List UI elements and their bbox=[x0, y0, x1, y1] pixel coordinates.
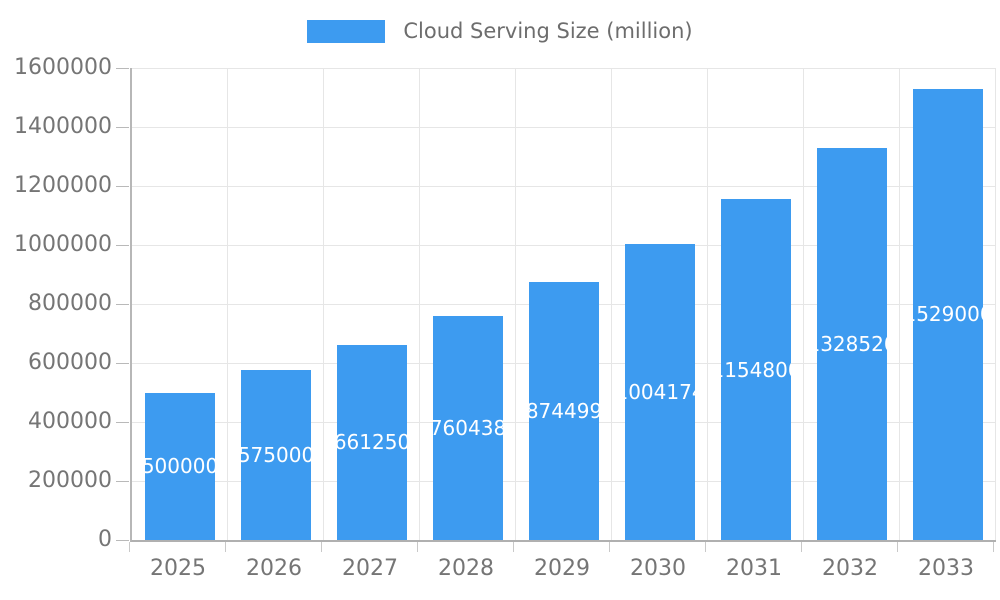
x-tick-label: 2028 bbox=[438, 556, 494, 581]
gridline-vertical bbox=[611, 68, 612, 540]
x-tick-mark bbox=[993, 542, 994, 552]
x-tick-label: 2027 bbox=[342, 556, 398, 581]
y-tick-label: 1600000 bbox=[14, 55, 112, 80]
x-tick-label: 2032 bbox=[822, 556, 878, 581]
y-tick-mark bbox=[116, 362, 129, 364]
x-tick-mark bbox=[513, 542, 514, 552]
gridline-vertical bbox=[419, 68, 420, 540]
x-tick-mark bbox=[321, 542, 322, 552]
bar[interactable]: 1328520 bbox=[817, 148, 887, 540]
x-axis-labels: 2025 2026 2027 2028 2029 2030 2031 2032 2033 bbox=[130, 556, 994, 586]
x-tick-label: 2033 bbox=[918, 556, 974, 581]
y-tick-label: 200000 bbox=[28, 468, 112, 493]
plot-area: 500000 575000 661250 760438 874499 1004174 115… bbox=[130, 67, 996, 542]
y-tick-label: 400000 bbox=[28, 409, 112, 434]
y-tick-label: 800000 bbox=[28, 291, 112, 316]
x-tick-mark bbox=[609, 542, 610, 552]
x-tick-label: 2031 bbox=[726, 556, 782, 581]
gridline-vertical bbox=[227, 68, 228, 540]
gridline-vertical bbox=[515, 68, 516, 540]
bar-value-label: 1328520 bbox=[817, 332, 887, 357]
bar[interactable]: 661250 bbox=[337, 344, 407, 540]
bar-value-label: 500000 bbox=[145, 454, 215, 479]
gridline-vertical bbox=[899, 68, 900, 540]
bar[interactable]: 874499 bbox=[529, 282, 599, 540]
x-tick-label: 2026 bbox=[246, 556, 302, 581]
legend-swatch bbox=[307, 19, 386, 43]
gridline-horizontal bbox=[132, 185, 996, 187]
legend: Cloud Serving Size (million) bbox=[0, 19, 1000, 43]
bar-value-label: 1154800 bbox=[721, 357, 791, 382]
y-tick-mark bbox=[116, 67, 129, 69]
gridline-vertical bbox=[803, 68, 804, 540]
bar[interactable]: 1529000 bbox=[913, 88, 983, 540]
y-tick-label: 1000000 bbox=[14, 232, 112, 257]
gridline-horizontal bbox=[132, 244, 996, 246]
y-tick-label: 1400000 bbox=[14, 114, 112, 139]
bar[interactable]: 1004174 bbox=[625, 243, 695, 540]
y-tick-mark bbox=[116, 185, 129, 187]
x-tick-label: 2029 bbox=[534, 556, 590, 581]
y-tick-mark bbox=[116, 480, 129, 482]
x-tick-mark bbox=[129, 542, 130, 552]
y-axis-labels: 0 200000 400000 600000 800000 1000000 1200000 1… bbox=[0, 57, 112, 551]
x-tick-label: 2025 bbox=[150, 556, 206, 581]
x-tick-mark bbox=[897, 542, 898, 552]
x-tick-mark bbox=[417, 542, 418, 552]
y-tick-label: 1200000 bbox=[14, 173, 112, 198]
legend-label: Cloud Serving Size (million) bbox=[403, 19, 693, 43]
x-tick-label: 2030 bbox=[630, 556, 686, 581]
y-tick-mark bbox=[116, 303, 129, 305]
bar[interactable]: 500000 bbox=[145, 392, 215, 540]
bar-value-label: 1529000 bbox=[913, 302, 983, 327]
y-tick-label: 600000 bbox=[28, 350, 112, 375]
gridline-horizontal bbox=[132, 126, 996, 128]
bar-value-label: 760438 bbox=[433, 415, 503, 440]
bar[interactable]: 1154800 bbox=[721, 199, 791, 540]
bar-value-label: 1004174 bbox=[625, 379, 695, 404]
x-tick-mark bbox=[225, 542, 226, 552]
bar[interactable]: 575000 bbox=[241, 370, 311, 540]
bar-value-label: 661250 bbox=[337, 430, 407, 455]
y-tick-mark bbox=[116, 126, 129, 128]
gridline-vertical bbox=[707, 68, 708, 540]
gridline-vertical bbox=[323, 68, 324, 540]
y-tick-label: 0 bbox=[98, 527, 112, 552]
y-tick-mark bbox=[116, 244, 129, 246]
bar[interactable]: 760438 bbox=[433, 315, 503, 540]
y-tick-mark bbox=[116, 539, 129, 541]
gridline-horizontal bbox=[132, 67, 996, 69]
y-tick-mark bbox=[116, 421, 129, 423]
x-tick-mark bbox=[705, 542, 706, 552]
gridline-vertical bbox=[995, 68, 996, 540]
bar-value-label: 874499 bbox=[529, 399, 599, 424]
bar-value-label: 575000 bbox=[241, 443, 311, 468]
x-tick-mark bbox=[801, 542, 802, 552]
